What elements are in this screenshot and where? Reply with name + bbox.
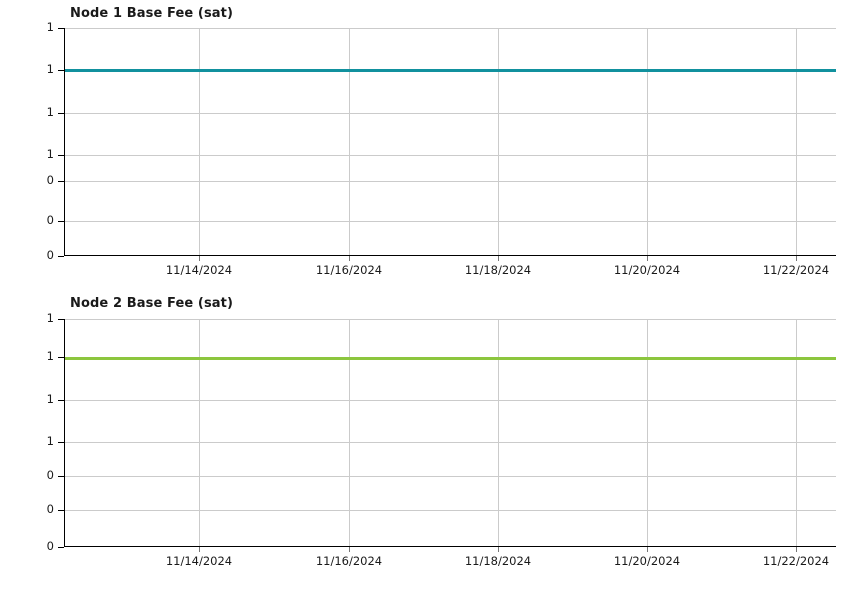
gridline-vertical [349, 28, 350, 256]
x-tick-label: 11/14/2024 [165, 554, 233, 568]
x-tick-label: 11/18/2024 [464, 263, 532, 277]
chart-title-node-1: Node 1 Base Fee (sat) [70, 6, 234, 21]
x-tick-mark [796, 256, 797, 261]
gridline-vertical [796, 319, 797, 547]
gridline-vertical [199, 319, 200, 547]
y-tick-label: 0 [46, 539, 54, 553]
x-tick-label: 11/22/2024 [762, 554, 830, 568]
y-tick-mark [58, 400, 64, 401]
chart-panel-node-2: Node 2 Base Fee (sat) 1 1 1 1 0 0 0 11/1… [0, 290, 860, 600]
y-tick-label: 0 [46, 173, 54, 187]
x-tick-label: 11/14/2024 [165, 263, 233, 277]
y-tick-mark [58, 476, 64, 477]
x-tick-mark [349, 547, 350, 552]
gridline-vertical [796, 28, 797, 256]
x-tick-label: 11/20/2024 [613, 554, 681, 568]
series-line-node-2 [64, 357, 836, 360]
chart-panel-node-1: Node 1 Base Fee (sat) 1 1 1 1 0 0 0 11/1… [0, 0, 860, 290]
y-tick-label: 1 [46, 311, 54, 325]
x-tick-mark [199, 256, 200, 261]
y-tick-label: 1 [46, 20, 54, 34]
y-tick-mark [58, 256, 64, 257]
x-tick-mark [647, 547, 648, 552]
x-tick-mark [349, 256, 350, 261]
y-tick-label: 0 [46, 213, 54, 227]
gridline-vertical [498, 319, 499, 547]
y-tick-label: 0 [46, 248, 54, 262]
y-axis-line [64, 319, 65, 547]
x-tick-mark [199, 547, 200, 552]
gridline-vertical [349, 319, 350, 547]
y-tick-label: 0 [46, 502, 54, 516]
x-tick-label: 11/16/2024 [315, 263, 383, 277]
gridline-horizontal [64, 155, 836, 156]
y-tick-label: 1 [46, 147, 54, 161]
y-tick-label: 1 [46, 105, 54, 119]
x-tick-mark [498, 256, 499, 261]
plot-area-node-2 [64, 319, 836, 547]
gridline-horizontal [64, 221, 836, 222]
gridline-horizontal [64, 510, 836, 511]
gridline-vertical [498, 28, 499, 256]
x-tick-label: 11/20/2024 [613, 263, 681, 277]
x-tick-label: 11/16/2024 [315, 554, 383, 568]
gridline-horizontal [64, 319, 836, 320]
gridline-horizontal [64, 181, 836, 182]
y-tick-mark [58, 155, 64, 156]
gridline-vertical [647, 28, 648, 256]
y-tick-label: 1 [46, 349, 54, 363]
x-axis-line [64, 255, 836, 256]
gridline-horizontal [64, 28, 836, 29]
y-tick-mark [58, 442, 64, 443]
y-tick-mark [58, 221, 64, 222]
series-line-node-1 [64, 69, 836, 72]
y-tick-label: 1 [46, 434, 54, 448]
y-tick-mark [58, 510, 64, 511]
x-tick-label: 11/22/2024 [762, 263, 830, 277]
y-axis-line [64, 28, 65, 256]
y-tick-mark [58, 357, 64, 358]
y-tick-label: 1 [46, 62, 54, 76]
gridline-horizontal [64, 113, 836, 114]
y-tick-mark [58, 181, 64, 182]
y-tick-label: 1 [46, 392, 54, 406]
x-tick-mark [498, 547, 499, 552]
y-tick-mark [58, 319, 64, 320]
y-tick-mark [58, 113, 64, 114]
gridline-horizontal [64, 400, 836, 401]
chart-title-node-2: Node 2 Base Fee (sat) [70, 296, 234, 311]
y-tick-mark [58, 28, 64, 29]
plot-area-node-1 [64, 28, 836, 256]
gridline-horizontal [64, 442, 836, 443]
x-axis-line [64, 546, 836, 547]
x-tick-mark [647, 256, 648, 261]
gridline-vertical [647, 319, 648, 547]
y-tick-label: 0 [46, 468, 54, 482]
x-tick-mark [796, 547, 797, 552]
gridline-horizontal [64, 476, 836, 477]
x-tick-label: 11/18/2024 [464, 554, 532, 568]
y-tick-mark [58, 70, 64, 71]
y-tick-mark [58, 547, 64, 548]
gridline-vertical [199, 28, 200, 256]
